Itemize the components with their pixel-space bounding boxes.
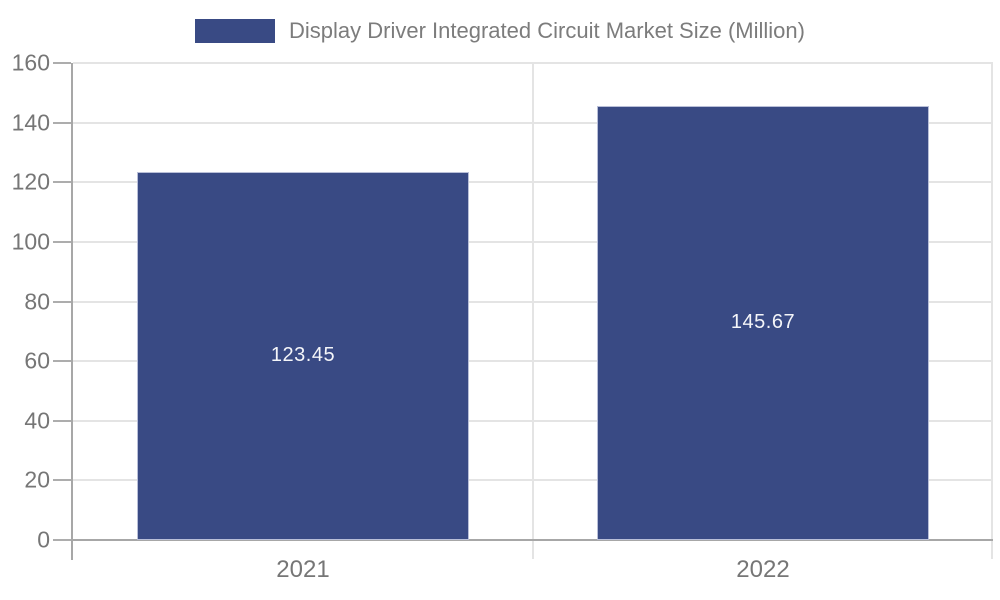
bar-value-label: 123.45 <box>270 344 336 367</box>
vertical-gridline <box>532 63 534 559</box>
y-axis-labels: 0 20 40 60 80 100 120 140 160 <box>0 50 50 553</box>
y-axis-tick <box>53 479 71 482</box>
y-axis-tick <box>53 539 71 541</box>
bar-series: 123.45 145.67 <box>73 63 993 540</box>
y-axis-tick <box>53 121 71 124</box>
y-axis-tick <box>53 240 71 243</box>
vertical-gridline <box>991 63 993 559</box>
y-axis-tick-label: 160 <box>11 49 50 76</box>
y-axis-tick-label: 20 <box>24 466 50 493</box>
y-axis-tick <box>53 62 71 64</box>
x-axis-line <box>73 539 993 541</box>
bar-2022[interactable]: 145.67 <box>597 105 929 540</box>
y-axis-tick-label: 120 <box>11 168 50 195</box>
x-axis-label-2022: 2022 <box>736 556 790 583</box>
y-axis-tick-label: 140 <box>11 109 50 136</box>
y-axis-tick-label: 60 <box>24 347 50 374</box>
y-axis-tick <box>53 360 71 363</box>
x-axis-label-2021: 2021 <box>276 556 330 583</box>
y-axis-tick <box>53 181 71 184</box>
bar-2021[interactable]: 123.45 <box>137 171 469 540</box>
y-axis-tick-label: 100 <box>11 228 50 255</box>
legend-swatch <box>195 19 276 43</box>
legend-label: Display Driver Integrated Circuit Market… <box>289 18 805 43</box>
y-axis-line <box>71 63 73 560</box>
y-axis-tick <box>53 419 71 422</box>
plot-area: 123.45 145.67 <box>53 62 993 560</box>
chart-legend[interactable]: Display Driver Integrated Circuit Market… <box>0 18 1000 44</box>
bar-slot-2022: 145.67 <box>533 63 993 540</box>
y-axis-tick <box>53 300 71 303</box>
y-axis-tick-label: 0 <box>37 526 50 553</box>
bar-value-label: 145.67 <box>730 311 796 334</box>
y-axis-tick-label: 40 <box>24 407 50 434</box>
bar-slot-2021: 123.45 <box>73 63 533 540</box>
y-axis-tick-label: 80 <box>24 288 50 314</box>
